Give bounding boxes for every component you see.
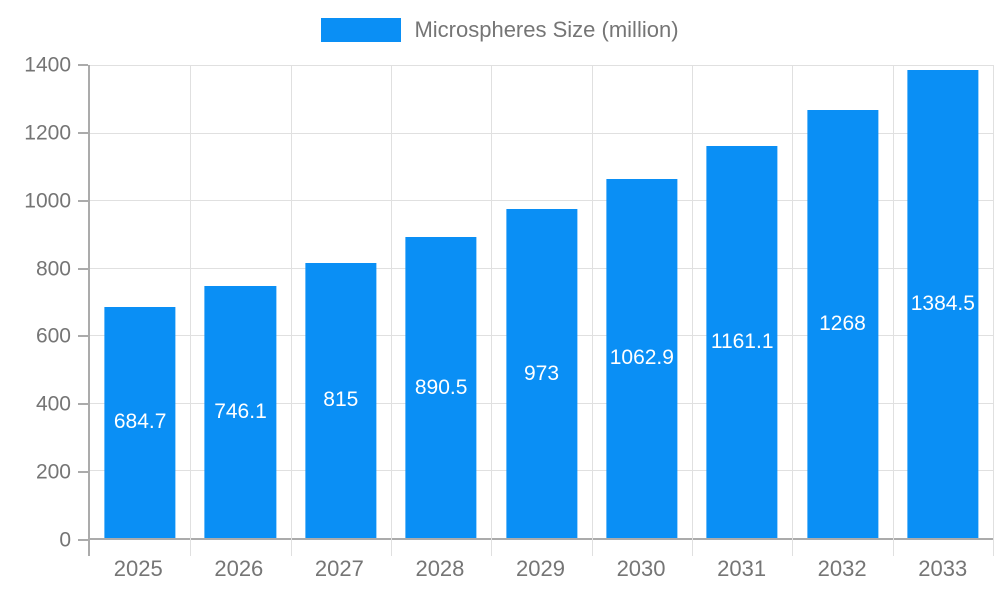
y-axis-tick [78,539,88,541]
y-gridline [90,132,993,134]
y-axis-tick [78,64,88,66]
y-gridline [90,65,993,66]
y-tick-label: 200 [35,460,71,484]
x-tick-label: 2030 [616,556,666,581]
y-tick-label: 0 [59,528,71,552]
x-gridline [591,65,593,556]
bar-value-label: 1161.1 [710,329,774,353]
x-tick-label: 2029 [516,556,565,581]
y-axis: 0 200 400 600 800 1000 1200 1400 [0,55,88,551]
x-tick-label: 2025 [113,556,163,581]
y-axis-tick [78,471,88,474]
y-axis-line-extension [88,65,90,556]
y-axis-tick [78,267,88,270]
legend-item[interactable]: Microspheres Size (million) [321,17,679,42]
y-tick-label: 400 [35,392,71,416]
bar-value-label: 1384.5 [910,292,975,316]
x-tick-label: 2028 [415,556,465,581]
bar-2031[interactable]: 1161.1 [706,145,778,538]
x-axis: 2025 2026 2027 2028 2029 2030 2031 2032 2033 [88,542,993,600]
y-axis-tick [78,403,88,406]
legend-marker [321,18,402,42]
x-gridline [993,65,994,556]
y-axis-tick [78,199,88,202]
x-gridline [892,65,894,556]
x-tick-label: 2032 [817,556,867,581]
x-gridline [390,65,392,556]
y-tick-label: 1200 [24,121,71,145]
x-gridline [792,65,794,556]
x-tick-label: 2031 [717,556,767,581]
bar-value-label: 684.7 [113,410,167,434]
bar-value-label: 746.1 [214,399,267,423]
x-gridline [491,65,493,556]
y-axis-tick [78,131,88,134]
bar-2033[interactable]: 1384.5 [907,70,979,538]
bar-2026[interactable]: 746.1 [204,285,277,538]
legend-label: Microspheres Size (million) [414,17,679,42]
y-axis-tick [78,335,88,338]
bar-2029[interactable]: 973 [505,209,578,538]
x-gridline [290,65,292,556]
x-tick-label: 2026 [214,556,264,581]
bar-value-label: 890.5 [414,375,468,399]
y-gridline [90,200,993,202]
y-tick-label: 1400 [24,53,71,77]
bar-2032[interactable]: 1268 [806,109,879,538]
plot-area: 684.7 746.1 815 890.5 973 1062.9 1161.1 1268 138… [88,65,994,556]
y-tick-label: 600 [35,324,71,348]
x-tick-label: 2033 [918,556,968,581]
bar-2025[interactable]: 684.7 [104,306,176,538]
bar-value-label: 973 [523,361,560,385]
x-gridline [691,65,693,556]
y-tick-label: 800 [35,257,71,281]
legend: Microspheres Size (million) [0,14,1000,46]
x-tick-label: 2027 [314,556,364,581]
bar-2027[interactable]: 815 [305,262,377,538]
bar-value-label: 815 [323,388,359,412]
bar-value-label: 1062.9 [609,346,674,370]
y-tick-label: 1000 [24,189,71,213]
x-gridline [190,65,192,556]
bar-2030[interactable]: 1062.9 [606,178,678,538]
bar-2028[interactable]: 890.5 [405,237,477,538]
bar-value-label: 1268 [819,311,866,335]
